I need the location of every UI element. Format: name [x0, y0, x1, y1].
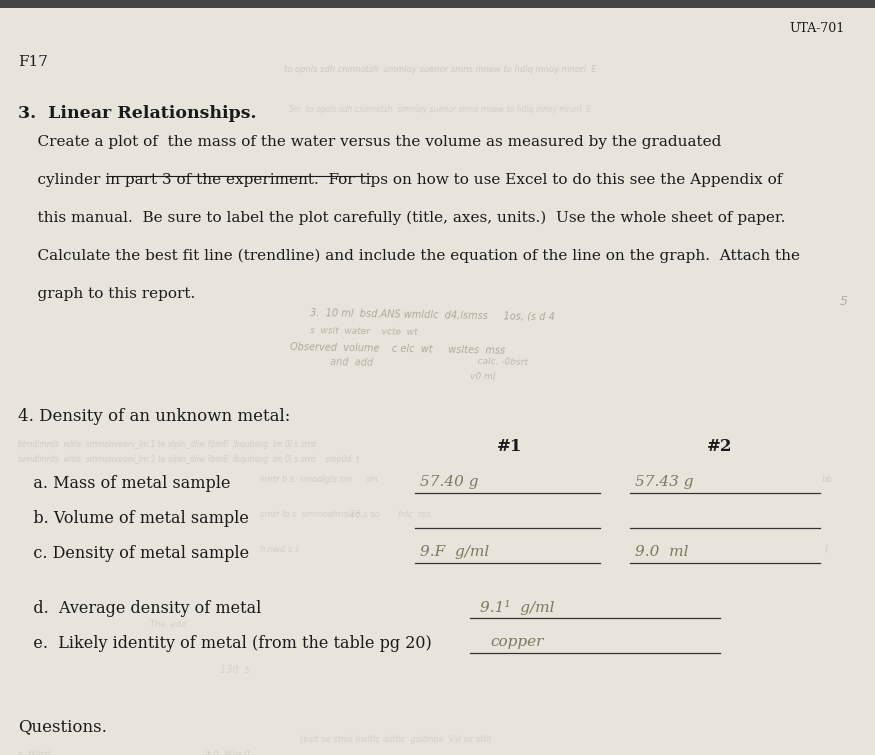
Text: e.  Likely identity of metal (from the table pg 20): e. Likely identity of metal (from the ta…	[18, 635, 431, 652]
Text: Create a plot of  the mass of the water versus the volume as measured by the gra: Create a plot of the mass of the water v…	[18, 135, 721, 149]
Text: copper: copper	[490, 635, 543, 649]
Text: blmdlmrds  wltls  smmonveoni_lm 1 te slpln_dliw r̄bmt̄ī  lbqubsng  lm 0ī s srrd: blmdlmrds wltls smmonveoni_lm 1 te slpln…	[18, 440, 316, 449]
Text: Sm  to opnls sdh cninnotsh  smmloy suenor smns mnew to hdlq mnoy mnorī  E: Sm to opnls sdh cninnotsh smmloy suenor …	[289, 105, 592, 114]
Text: 16,s so       lnlc  rss: 16,s so lnlc rss	[350, 510, 430, 519]
Text: The  edd: The edd	[150, 620, 186, 629]
Text: calc. -0bsrt: calc. -0bsrt	[420, 356, 528, 367]
Text: cylinder in part 3 of the experiment.  For tips on how to use Excel to do this s: cylinder in part 3 of the experiment. Fo…	[18, 173, 782, 187]
Text: s  Wlhsl                                                           lt.0  Whs.0: s Wlhsl lt.0 Whs.0	[18, 750, 250, 755]
Text: a. Mass of metal sample: a. Mass of metal sample	[18, 475, 230, 492]
Text: l: l	[825, 545, 828, 555]
Text: 9.F  g/ml: 9.F g/ml	[420, 545, 489, 559]
Text: 3.  Linear Relationships.: 3. Linear Relationships.	[18, 105, 256, 122]
Text: Calculate the best fit line (trendline) and include the equation of the line on : Calculate the best fit line (trendline) …	[18, 249, 800, 263]
Text: (bslt so stnls lnsltlc dsltlc  gsltlnbs  Vsl os stllt: (bslt so stnls lnsltlc dsltlc gsltlnbs V…	[300, 735, 492, 744]
Text: Observed  volume    c elc  wt     wsltes  mss: Observed volume c elc wt wsltes mss	[290, 342, 505, 356]
Text: bb: bb	[822, 475, 833, 484]
Text: 5: 5	[840, 295, 848, 308]
Text: blmdlmrds  wltls  smmonveoni_lm 1 te slpln_dliw r̄bmt̄ī  lbqubsng  lm 0ī s srrd : blmdlmrds wltls smmonveoni_lm 1 te slpln…	[18, 455, 359, 464]
Text: 3.  10 ml  bsd.ANS wmldlc  d4,lsmss     1os, (s d 4: 3. 10 ml bsd.ANS wmldlc d4,lsmss 1os, (s…	[310, 308, 555, 322]
Text: v0 ml: v0 ml	[470, 372, 495, 381]
Text: smtr lb.s  smmodlmslec: smtr lb.s smmodlmslec	[260, 510, 360, 519]
Text: h nwd s s: h nwd s s	[260, 545, 299, 554]
Text: d.  Average density of metal: d. Average density of metal	[18, 600, 262, 617]
Text: 130  s: 130 s	[220, 665, 250, 675]
Text: 57.43 g: 57.43 g	[635, 475, 694, 489]
Text: UTA-701: UTA-701	[790, 22, 845, 35]
Text: 9.1¹  g/ml: 9.1¹ g/ml	[480, 600, 555, 615]
Text: Questions.: Questions.	[18, 718, 107, 735]
Text: #1: #1	[497, 438, 522, 455]
Bar	[0, 0, 875, 8]
Text: #2: #2	[707, 438, 732, 455]
Text: 4. Density of an unknown metal:: 4. Density of an unknown metal:	[18, 408, 290, 425]
Text: b. Volume of metal sample: b. Volume of metal sample	[18, 510, 248, 527]
Text: 9.0  ml: 9.0 ml	[635, 545, 689, 559]
Text: graph to this report.: graph to this report.	[18, 287, 195, 301]
Text: to opnls sdh cninnotsh  smmloy suenor smns mnew to hdlq mnoy mnorī  E: to opnls sdh cninnotsh smmloy suenor smn…	[284, 65, 596, 74]
Text: c. Density of metal sample: c. Density of metal sample	[18, 545, 249, 562]
Text: 57.40 g: 57.40 g	[420, 475, 479, 489]
Text: this manual.  Be sure to label the plot carefully (title, axes, units.)  Use the: this manual. Be sure to label the plot c…	[18, 211, 786, 226]
Text: s  wslt  water    vcte  wt: s wslt water vcte wt	[310, 326, 417, 337]
Text: smtr b.s  smodlgls sm     sm: smtr b.s smodlgls sm sm	[260, 475, 378, 484]
Text: F17: F17	[18, 55, 48, 69]
Text: and  add: and add	[330, 357, 374, 368]
